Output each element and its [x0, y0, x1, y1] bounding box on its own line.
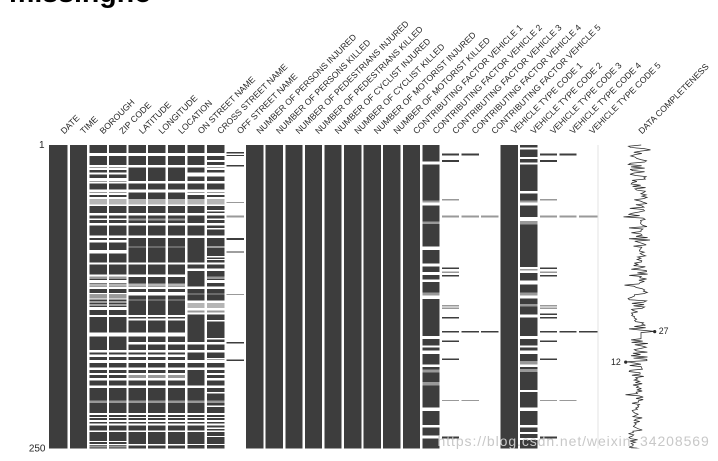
svg-text:1: 1: [39, 140, 45, 151]
svg-text:12: 12: [611, 357, 621, 367]
svg-text:27: 27: [659, 326, 669, 336]
svg-text:https://blog.csdn.net/weixin_3: https://blog.csdn.net/weixin_34208569: [438, 433, 710, 449]
svg-text:250: 250: [29, 444, 46, 455]
